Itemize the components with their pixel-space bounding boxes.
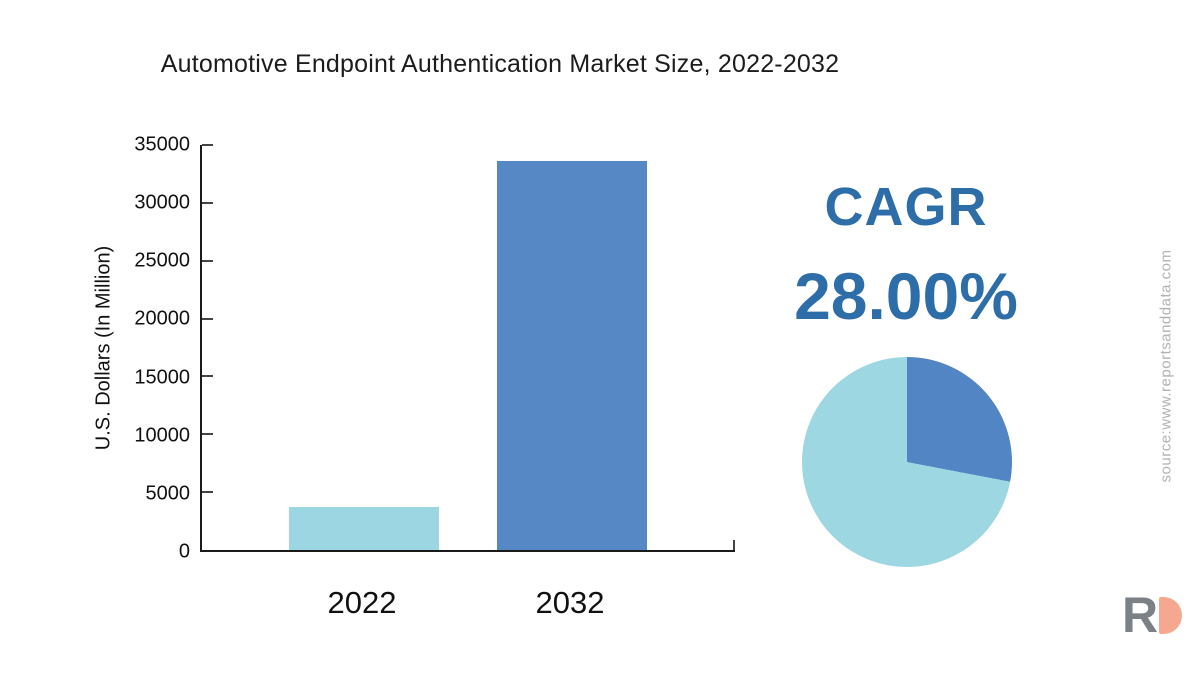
bar-2022 (289, 507, 439, 550)
pie-chart (802, 357, 1012, 567)
page-title: Automotive Endpoint Authentication Marke… (160, 50, 840, 78)
y-tick-label: 20000 (134, 307, 190, 330)
y-tick-label: 30000 (134, 191, 190, 214)
y-tick-label: 0 (178, 540, 190, 563)
y-tick-mark (202, 259, 213, 262)
y-tick-mark (202, 433, 213, 436)
cagr-label: CAGR (824, 177, 988, 237)
y-tick-label: 35000 (134, 133, 190, 156)
y-tick-mark (202, 201, 213, 204)
x-tick-label-2032: 2032 (535, 585, 605, 620)
y-tick-mark (202, 144, 213, 146)
y-tick-label: 25000 (134, 249, 190, 272)
reports-and-data-logo: R (1122, 587, 1183, 643)
logo-letter-r: R (1122, 587, 1159, 643)
cagr-value: 28.00% (794, 259, 1018, 333)
logo-d-icon (1159, 597, 1183, 634)
y-axis-tick-labels: 35000 30000 25000 20000 15000 10000 5000… (112, 134, 191, 563)
y-tick-label: 10000 (134, 424, 190, 447)
y-tick-mark (202, 317, 213, 320)
x-tick-label-2022: 2022 (327, 585, 397, 620)
y-tick-label: 5000 (145, 482, 191, 505)
y-tick-mark (202, 491, 213, 494)
source-credit: source:www.reportsanddata.com (1157, 249, 1175, 483)
y-tick-label: 15000 (134, 366, 190, 389)
bar-2032 (497, 161, 647, 550)
bar-chart-plot-area (200, 144, 735, 552)
x-axis-tick-labels: 2022 2032 (200, 585, 735, 625)
x-axis-end-tick (733, 540, 735, 550)
y-tick-mark (202, 375, 213, 378)
